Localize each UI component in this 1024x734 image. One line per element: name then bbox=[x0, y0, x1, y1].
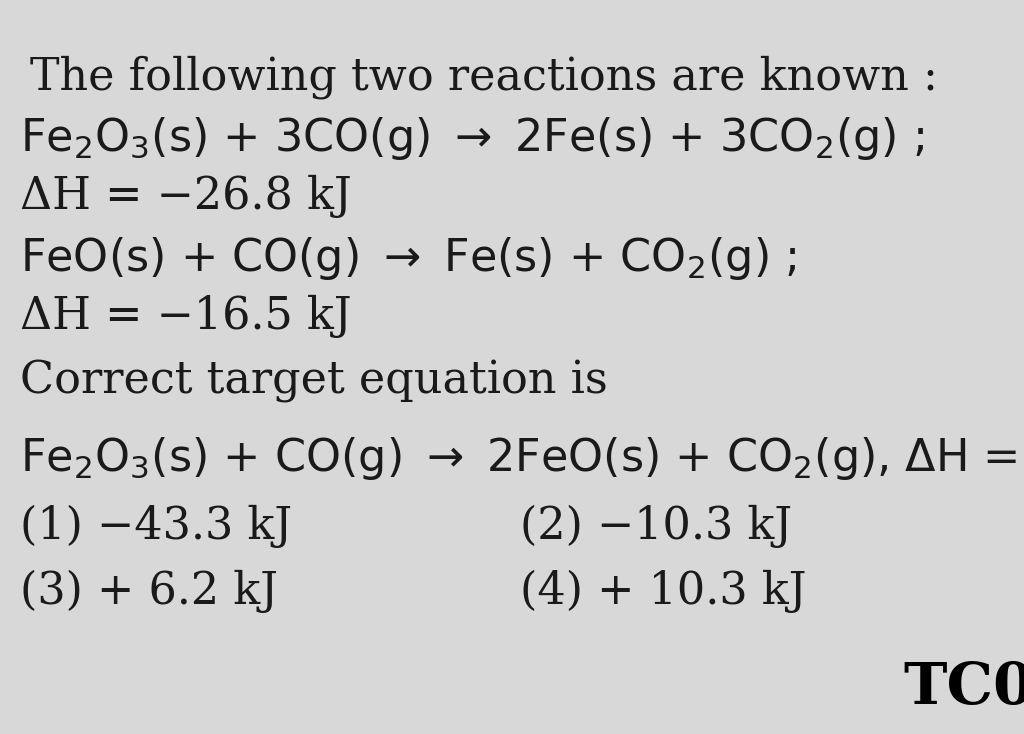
Text: The following two reactions are known :: The following two reactions are known : bbox=[30, 55, 938, 98]
Text: ΔH = −16.5 kJ: ΔH = −16.5 kJ bbox=[20, 295, 351, 338]
Text: Fe$_2$O$_3$(s) + CO(g) $\rightarrow$ 2FeO(s) + CO$_2$(g), $\Delta$H =: Fe$_2$O$_3$(s) + CO(g) $\rightarrow$ 2Fe… bbox=[20, 435, 1018, 482]
Text: (2) −10.3 kJ: (2) −10.3 kJ bbox=[520, 505, 793, 548]
Text: ΔH = −26.8 kJ: ΔH = −26.8 kJ bbox=[20, 175, 352, 218]
Text: (3) + 6.2 kJ: (3) + 6.2 kJ bbox=[20, 570, 278, 613]
Text: FeO(s) + CO(g) $\rightarrow$ Fe(s) + CO$_2$(g) ;: FeO(s) + CO(g) $\rightarrow$ Fe(s) + CO$… bbox=[20, 235, 797, 282]
Text: (1) −43.3 kJ: (1) −43.3 kJ bbox=[20, 505, 292, 548]
Text: TC0: TC0 bbox=[904, 660, 1024, 716]
Text: Fe$_2$O$_3$(s) + 3CO(g) $\rightarrow$ 2Fe(s) + 3CO$_2$(g) ;: Fe$_2$O$_3$(s) + 3CO(g) $\rightarrow$ 2F… bbox=[20, 115, 925, 162]
Text: (4) + 10.3 kJ: (4) + 10.3 kJ bbox=[520, 570, 807, 613]
Text: Correct target equation is: Correct target equation is bbox=[20, 360, 608, 403]
